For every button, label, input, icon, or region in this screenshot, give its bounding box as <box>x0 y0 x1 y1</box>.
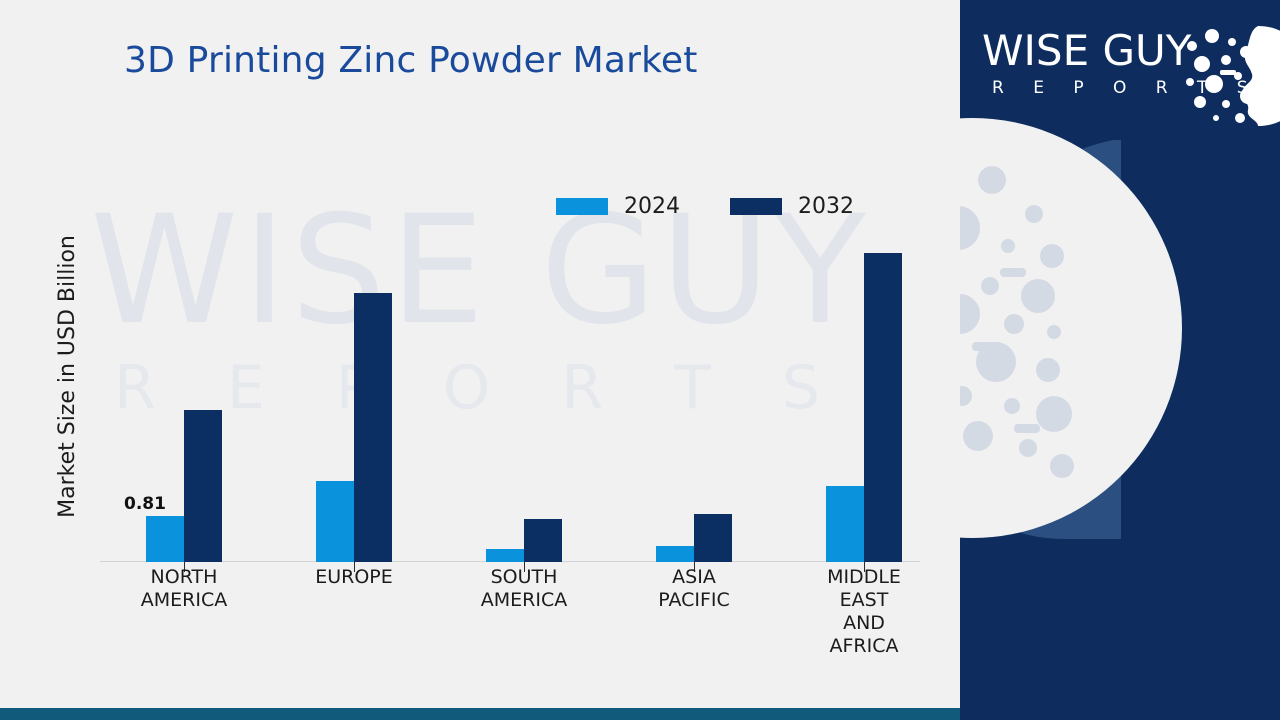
x-axis-label-line: SOUTH <box>490 566 558 588</box>
chart-legend: 2024 2032 <box>556 194 854 219</box>
x-axis-tick <box>694 562 695 572</box>
branding-panel: WISE GUY R E P O R T S <box>960 0 1280 720</box>
network-dots-icon <box>960 166 1074 478</box>
page-title: 3D Printing Zinc Powder Market <box>124 40 698 81</box>
bar-2032-2[interactable] <box>524 519 562 562</box>
x-axis-label-line: MIDDLE <box>827 566 901 588</box>
bar-group <box>826 253 902 562</box>
x-axis-tick <box>864 562 865 572</box>
logo-primary-text: WISE GUY <box>982 26 1192 75</box>
x-axis-label-line: AFRICA <box>829 635 899 657</box>
bottom-accent-strip <box>0 708 960 720</box>
logo-head-profile-icon <box>1241 26 1280 126</box>
x-axis-tick <box>524 562 525 572</box>
bar-2024-1[interactable] <box>316 480 354 562</box>
legend-item-2032[interactable]: 2032 <box>730 194 854 219</box>
x-axis-label-line: ASIA <box>672 566 716 588</box>
x-axis-label-line: PACIFIC <box>658 589 730 611</box>
x-axis-tick <box>184 562 185 572</box>
y-axis-label-text: Market Size in USD Billion <box>54 234 80 518</box>
y-axis-label: Market Size in USD Billion <box>46 186 88 566</box>
legend-swatch-2024 <box>556 198 608 215</box>
x-axis-label-0: NORTH AMERICA <box>109 566 259 612</box>
bar-2024-3[interactable] <box>656 546 694 562</box>
legend-label-2024: 2024 <box>624 194 680 219</box>
bar-2024-4[interactable] <box>826 486 864 562</box>
legend-swatch-2032 <box>730 198 782 215</box>
bar-2024-0[interactable] <box>146 516 184 562</box>
x-axis-label-line: NORTH <box>150 566 218 588</box>
x-axis-label-line: AMERICA <box>140 589 228 611</box>
plot-area <box>100 200 920 562</box>
x-axis-label-2: SOUTH AMERICA <box>449 566 599 612</box>
x-axis-label-4: MIDDLE EAST AND AFRICA <box>789 566 939 658</box>
x-axis-label-3: ASIA PACIFIC <box>619 566 769 612</box>
legend-item-2024[interactable]: 2024 <box>556 194 680 219</box>
bar-2032-0[interactable] <box>184 410 222 562</box>
x-axis-label-line: AND <box>843 612 885 634</box>
x-axis-label-line: AMERICA <box>480 589 568 611</box>
x-axis-label-line: EUROPE <box>315 566 393 588</box>
bar-group <box>146 410 222 562</box>
logo-secondary-text: R E P O R T S <box>992 78 1260 98</box>
bar-group <box>486 519 562 562</box>
x-axis-label-1: EUROPE <box>279 566 429 589</box>
bar-group <box>656 513 732 562</box>
bar-2032-3[interactable] <box>694 513 732 562</box>
legend-label-2032: 2032 <box>798 194 854 219</box>
x-axis-label-line: EAST <box>839 589 889 611</box>
bar-data-label: 0.81 <box>124 494 166 515</box>
brand-logo: WISE GUY R E P O R T S <box>982 26 1280 126</box>
chart-panel: WISE GUY R E P O R T S 3D Printing Zinc … <box>0 40 960 720</box>
bar-2032-1[interactable] <box>354 292 392 562</box>
x-axis-tick <box>354 562 355 572</box>
bar-2024-2[interactable] <box>486 549 524 562</box>
bar-group <box>316 292 392 562</box>
bar-2032-4[interactable] <box>864 253 902 562</box>
